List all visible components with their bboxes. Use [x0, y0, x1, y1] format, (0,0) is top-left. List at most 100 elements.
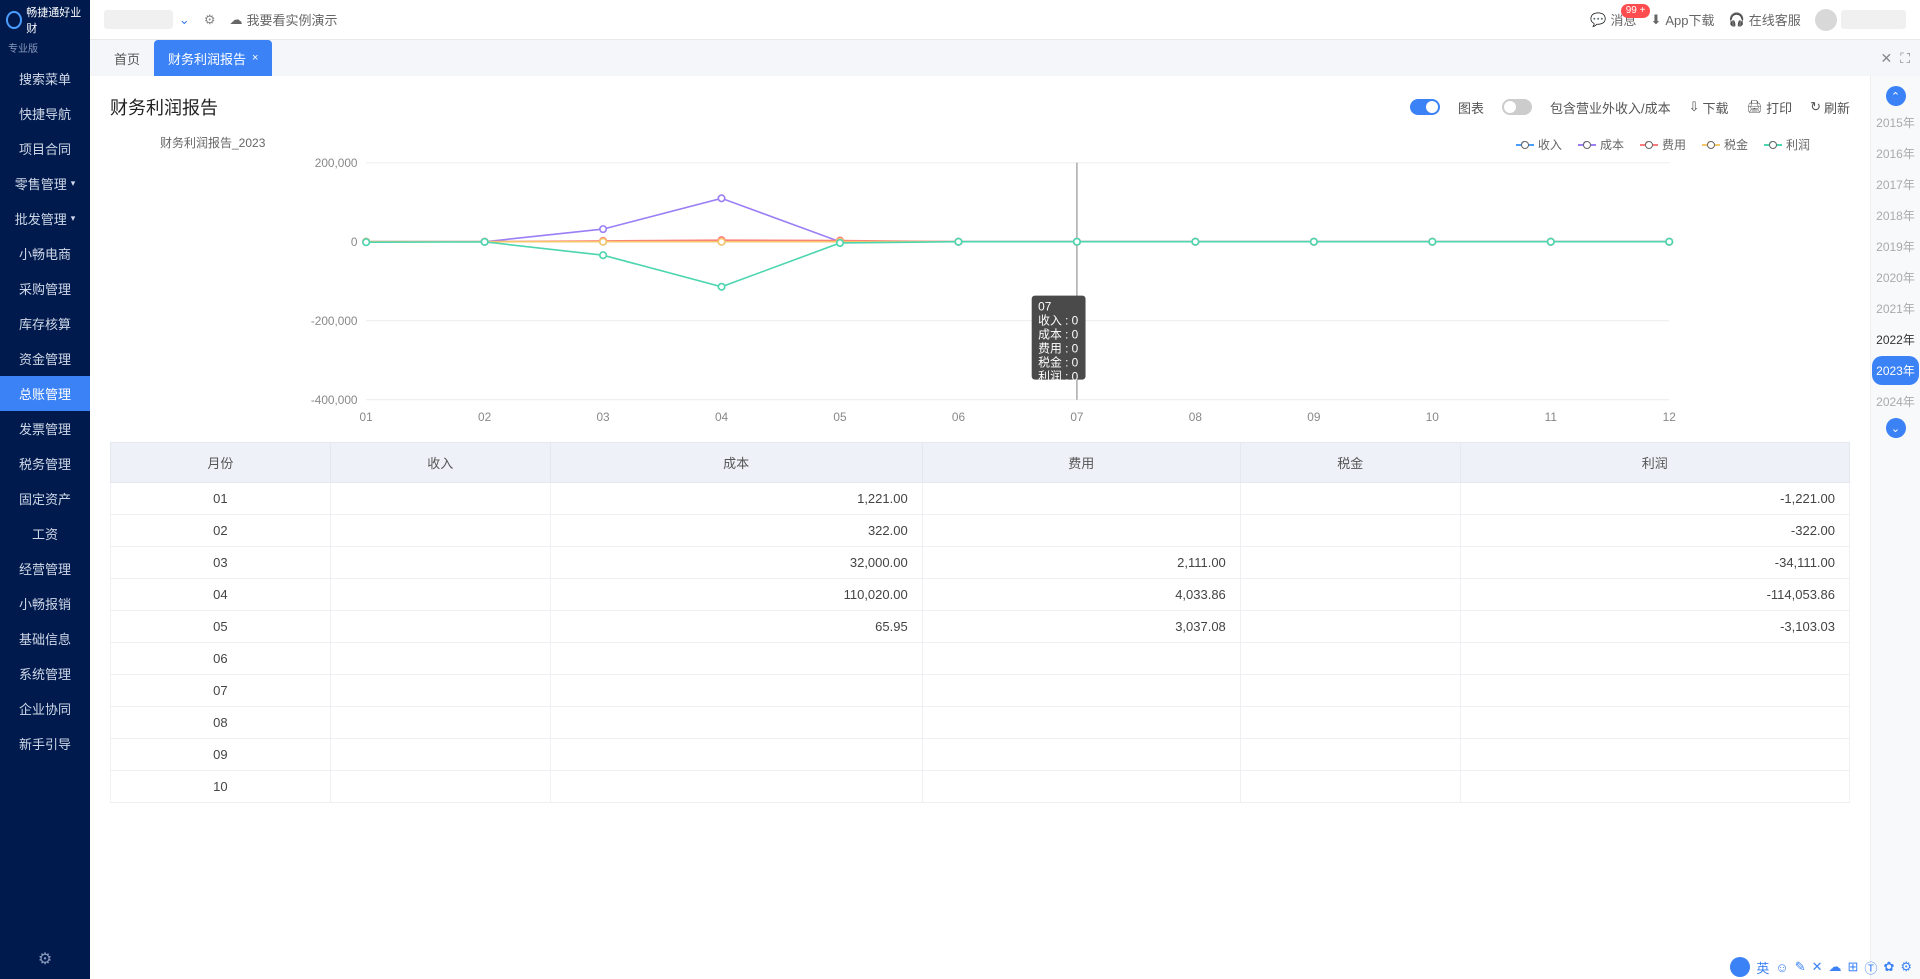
year-option[interactable]: 2016年 [1872, 139, 1919, 168]
year-option[interactable]: 2015年 [1872, 108, 1919, 137]
table-row: 08 [111, 707, 1850, 739]
svg-text:-400,000: -400,000 [311, 393, 358, 407]
year-option[interactable]: 2019年 [1872, 232, 1919, 261]
svg-text:-200,000: -200,000 [311, 314, 358, 328]
year-option[interactable]: 2023年 [1872, 356, 1919, 385]
sidebar-item[interactable]: 项目合同 [0, 131, 90, 166]
year-option[interactable]: 2024年 [1872, 387, 1919, 416]
sidebar-footer: ⚙ [0, 939, 90, 979]
edition-label: 专业版 [0, 40, 90, 61]
legend-item[interactable]: 费用 [1640, 136, 1686, 153]
ime-button[interactable]: 英 [1756, 958, 1769, 977]
sidebar-item[interactable]: 系统管理 [0, 656, 90, 691]
sidebar: 畅捷通好业财 专业版 搜索菜单快捷导航项目合同零售管理批发管理小畅电商采购管理库… [0, 0, 90, 979]
settings-icon[interactable]: ⚙ [204, 12, 216, 28]
sidebar-item[interactable]: 工资 [0, 516, 90, 551]
year-up-button[interactable]: ⌃ [1886, 86, 1906, 106]
sidebar-item[interactable]: 企业协同 [0, 691, 90, 726]
sidebar-item[interactable]: 经营管理 [0, 551, 90, 586]
download-action[interactable]: ⇩ 下载 [1689, 98, 1729, 117]
svg-text:12: 12 [1663, 410, 1676, 424]
sidebar-item[interactable]: 总账管理 [0, 376, 90, 411]
sidebar-item[interactable]: 库存核算 [0, 306, 90, 341]
svg-text:成本 : 0: 成本 : 0 [1038, 328, 1079, 342]
table-row: 10 [111, 771, 1850, 803]
table-header: 税金 [1240, 443, 1460, 483]
close-icon[interactable]: × [252, 52, 258, 64]
toggle-extra[interactable] [1502, 99, 1532, 115]
chart-title: 财务利润报告_2023 [160, 134, 265, 151]
table-row: 09 [111, 739, 1850, 771]
sidebar-item[interactable]: 发票管理 [0, 411, 90, 446]
toggle-chart-label: 图表 [1458, 98, 1484, 117]
sidebar-item[interactable]: 小畅电商 [0, 236, 90, 271]
ime-button[interactable]: ⚙ [1900, 959, 1912, 975]
ime-button[interactable]: ✿ [1883, 959, 1894, 975]
svg-text:09: 09 [1307, 410, 1321, 424]
service-label: 在线客服 [1749, 10, 1801, 29]
table-header: 月份 [111, 443, 331, 483]
table-header: 费用 [922, 443, 1240, 483]
sidebar-item[interactable]: 零售管理 [0, 166, 90, 201]
sidebar-item[interactable]: 搜索菜单 [0, 61, 90, 96]
svg-text:0: 0 [351, 235, 358, 249]
brand-name: 畅捷通好业财 [26, 4, 84, 36]
tab-home-label: 首页 [114, 49, 140, 68]
svg-text:10: 10 [1426, 410, 1440, 424]
ime-button[interactable]: ✎ [1795, 959, 1806, 975]
tab-close-all-icon[interactable]: ✕ [1880, 50, 1892, 67]
sidebar-item[interactable]: 小畅报销 [0, 586, 90, 621]
fullscreen-icon[interactable]: ⛶ [1900, 50, 1910, 67]
service-button[interactable]: 🎧 在线客服 [1729, 10, 1801, 29]
tab-report[interactable]: 财务利润报告 × [154, 40, 272, 76]
ime-button[interactable]: 王 [1730, 957, 1750, 977]
report-header: 财务利润报告 图表 包含营业外收入/成本 ⇩ 下载 🖨 打印 ↻ 刷新 [110, 88, 1850, 126]
year-option[interactable]: 2020年 [1872, 263, 1919, 292]
chart-svg: -400,000-200,0000200,0000102030405060708… [110, 152, 1850, 432]
user-menu[interactable]: ....... [1815, 9, 1906, 31]
legend-item[interactable]: 税金 [1702, 136, 1748, 153]
legend-item[interactable]: 成本 [1578, 136, 1624, 153]
message-badge: 99 + [1621, 4, 1651, 18]
sidebar-item[interactable]: 固定资产 [0, 481, 90, 516]
sidebar-item[interactable]: 批发管理 [0, 201, 90, 236]
refresh-action[interactable]: ↻ 刷新 [1810, 98, 1850, 117]
sidebar-item[interactable]: 采购管理 [0, 271, 90, 306]
sidebar-menu: 搜索菜单快捷导航项目合同零售管理批发管理小畅电商采购管理库存核算资金管理总账管理… [0, 61, 90, 939]
year-option[interactable]: 2022年 [1872, 325, 1919, 354]
data-table: 月份收入成本费用税金利润 011,221.00-1,221.0002322.00… [110, 442, 1850, 803]
ime-button[interactable]: Ⓣ [1864, 958, 1877, 977]
main: ........ ⌄ ⚙ ☁ 我要看实例演示 💬 消息 99 + ⬇ App下载… [90, 0, 1920, 979]
table-header: 成本 [550, 443, 922, 483]
ime-button[interactable]: ☺ [1775, 960, 1788, 975]
data-table-wrap[interactable]: 月份收入成本费用税金利润 011,221.00-1,221.0002322.00… [110, 442, 1850, 979]
demo-button[interactable]: ☁ 我要看实例演示 [229, 10, 337, 29]
print-action[interactable]: 🖨 打印 [1747, 98, 1793, 117]
sidebar-item[interactable]: 税务管理 [0, 446, 90, 481]
toggle-chart[interactable] [1410, 99, 1440, 115]
year-down-button[interactable]: ⌄ [1886, 418, 1906, 438]
year-option[interactable]: 2021年 [1872, 294, 1919, 323]
download-icon: ⬇ [1650, 12, 1661, 28]
svg-text:03: 03 [596, 410, 610, 424]
ime-button[interactable]: ⊞ [1848, 959, 1859, 975]
table-row: 011,221.00-1,221.00 [111, 483, 1850, 515]
sidebar-item[interactable]: 快捷导航 [0, 96, 90, 131]
ime-button[interactable]: ☁ [1829, 959, 1842, 975]
year-option[interactable]: 2017年 [1872, 170, 1919, 199]
page-title: 财务利润报告 [110, 94, 218, 120]
tab-home[interactable]: 首页 [100, 40, 154, 76]
table-row: 02322.00-322.00 [111, 515, 1850, 547]
org-selector[interactable]: ........ ⌄ [104, 10, 190, 29]
tab-report-label: 财务利润报告 [168, 49, 246, 68]
year-option[interactable]: 2018年 [1872, 201, 1919, 230]
sidebar-item[interactable]: 基础信息 [0, 621, 90, 656]
download-button[interactable]: ⬇ App下载 [1650, 10, 1714, 29]
sidebar-item[interactable]: 新手引导 [0, 726, 90, 761]
ime-button[interactable]: ✕ [1812, 959, 1823, 975]
sidebar-item[interactable]: 资金管理 [0, 341, 90, 376]
gear-icon[interactable]: ⚙ [38, 949, 52, 969]
message-button[interactable]: 💬 消息 99 + [1590, 10, 1636, 29]
legend-item[interactable]: 利润 [1764, 136, 1810, 153]
legend-item[interactable]: 收入 [1516, 136, 1562, 153]
